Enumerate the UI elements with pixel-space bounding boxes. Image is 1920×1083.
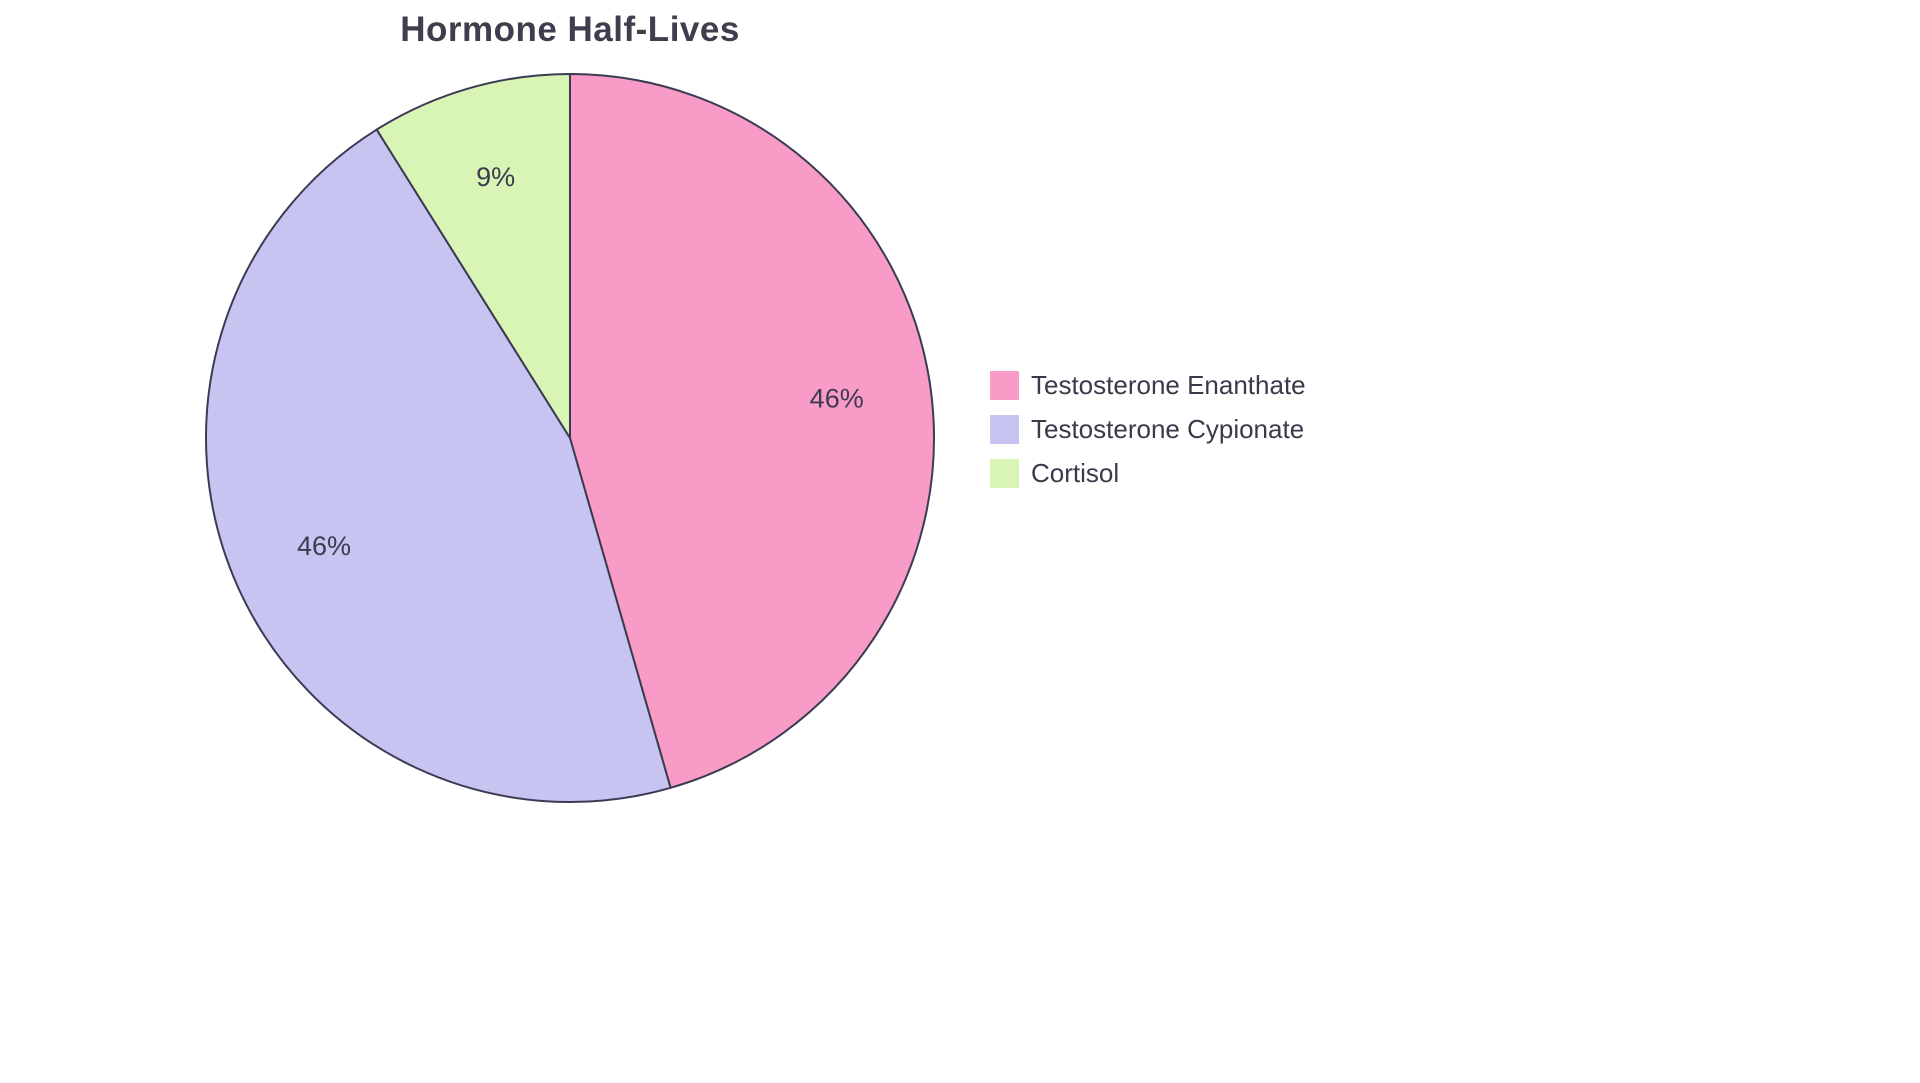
- pie-slice-testosterone-enanthate: [569, 73, 935, 789]
- legend-item: Cortisol: [990, 458, 1306, 488]
- legend-item: Testosterone Cypionate: [990, 414, 1306, 444]
- pie-slice-testosterone-cypionate: [205, 128, 672, 803]
- legend-item: Testosterone Enanthate: [990, 370, 1306, 400]
- chart-title: Hormone Half-Lives: [400, 10, 740, 49]
- legend-label: Testosterone Enanthate: [1031, 370, 1306, 400]
- pie-slice-percent-label: 9%: [476, 162, 515, 192]
- pie-slice-percent-label: 46%: [810, 384, 864, 414]
- legend-label: Cortisol: [1031, 458, 1120, 488]
- chart-legend: Testosterone Enanthate Testosterone Cypi…: [990, 370, 1306, 488]
- legend-swatch: [990, 415, 1019, 444]
- legend-swatch: [990, 371, 1019, 400]
- pie-slice-percent-label: 46%: [297, 531, 351, 561]
- pie-slice-cortisol: [375, 73, 571, 439]
- legend-label: Testosterone Cypionate: [1031, 414, 1305, 444]
- legend-swatch: [990, 459, 1019, 488]
